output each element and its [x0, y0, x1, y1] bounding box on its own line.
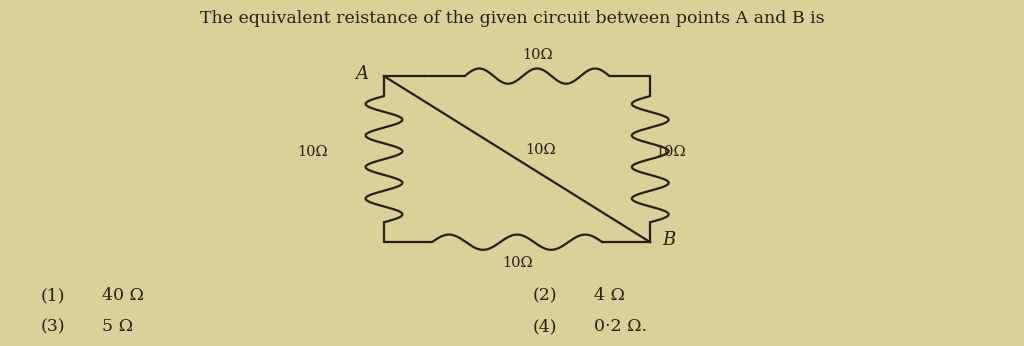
Text: (1): (1) [41, 287, 66, 304]
Text: The equivalent reistance of the given circuit between points A and B is: The equivalent reistance of the given ci… [200, 10, 824, 27]
Text: 10Ω: 10Ω [655, 145, 686, 159]
Text: 4 Ω: 4 Ω [594, 287, 625, 304]
Text: (4): (4) [532, 318, 557, 336]
Text: 40 Ω: 40 Ω [102, 287, 144, 304]
Text: (3): (3) [41, 318, 66, 336]
Text: 10Ω: 10Ω [525, 144, 556, 157]
Text: 10Ω: 10Ω [522, 48, 552, 62]
Text: B: B [663, 231, 676, 249]
Text: 10Ω: 10Ω [502, 256, 532, 270]
Text: A: A [355, 65, 369, 83]
Text: 5 Ω: 5 Ω [102, 318, 133, 336]
Text: (2): (2) [532, 287, 557, 304]
Text: 10Ω: 10Ω [297, 145, 328, 159]
Text: 0·2 Ω.: 0·2 Ω. [594, 318, 647, 336]
